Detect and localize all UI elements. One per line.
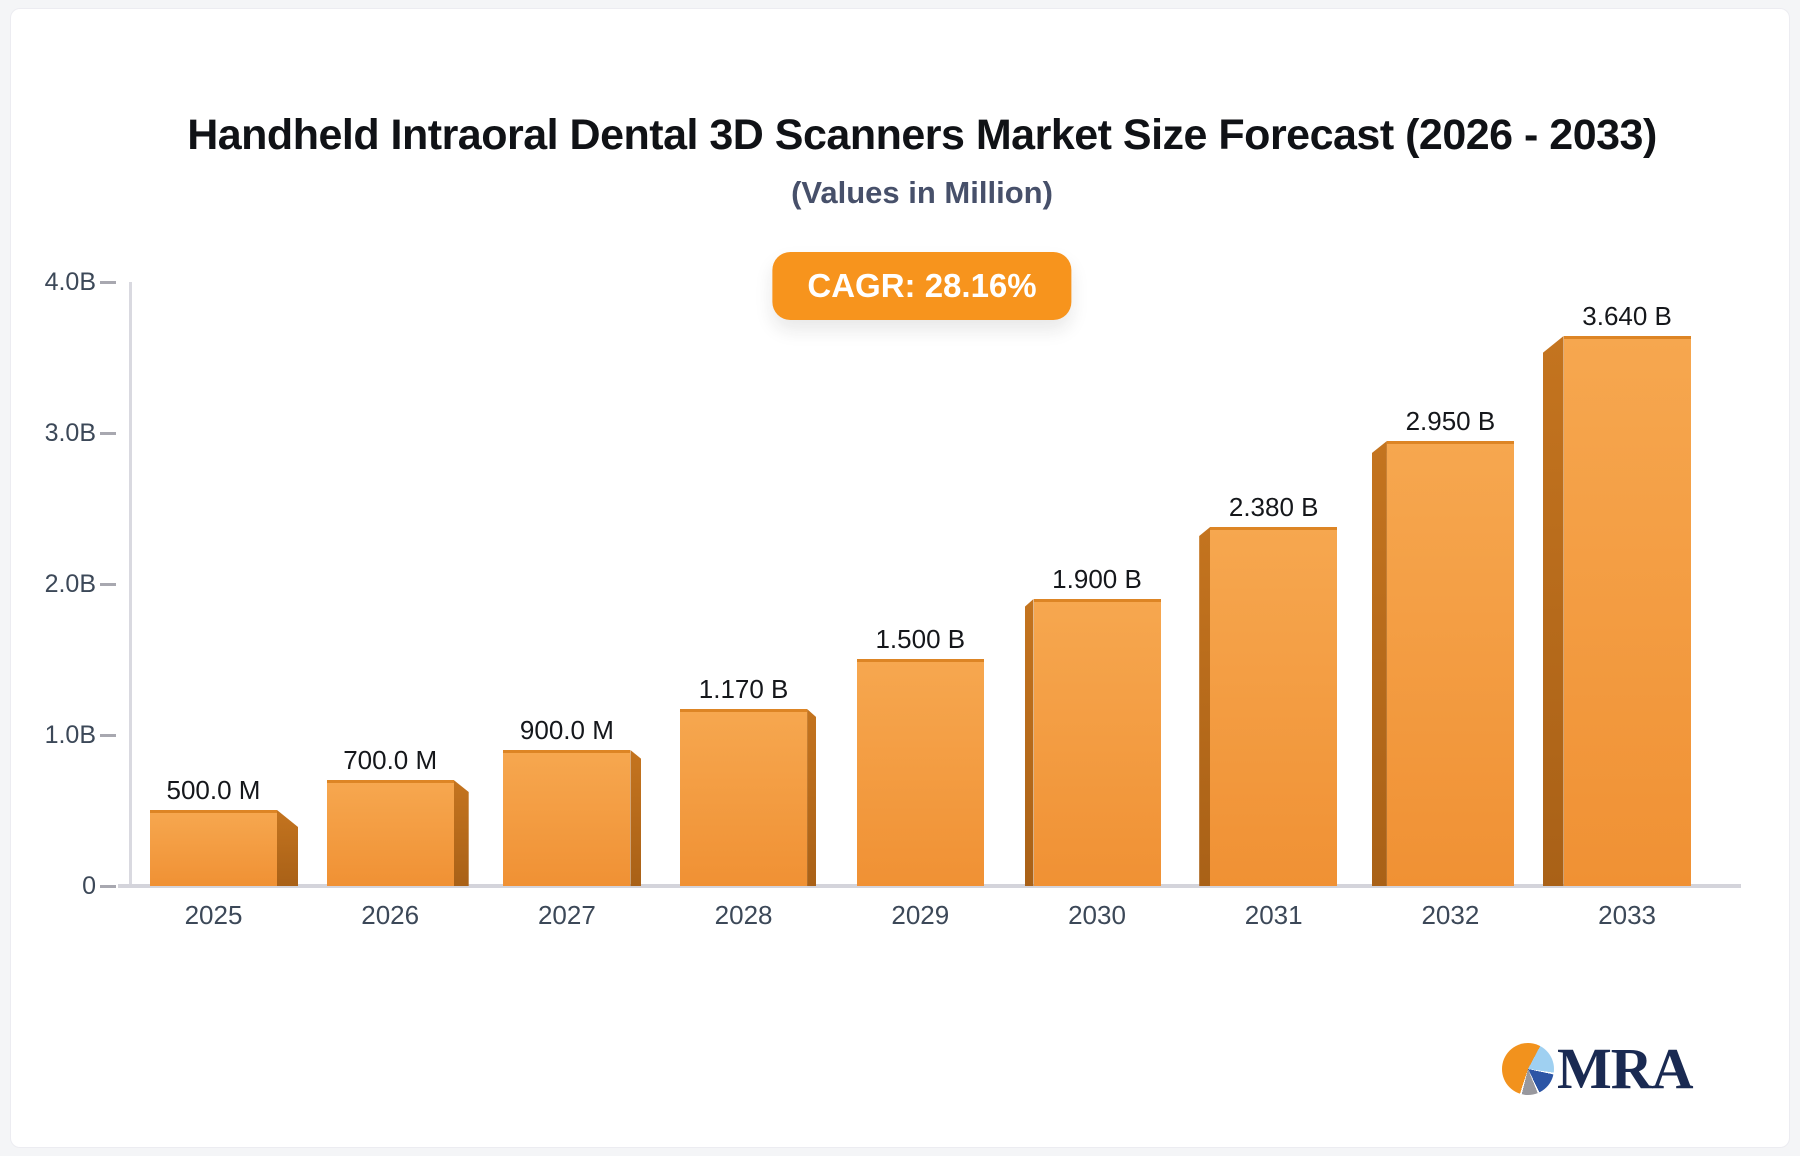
bar-side-face xyxy=(630,750,642,886)
y-axis-tick-mark xyxy=(100,733,116,737)
y-axis-tick-label: 1.0B xyxy=(44,721,96,749)
x-axis-year-label: 2027 xyxy=(537,900,596,930)
x-axis-year-label: 2025 xyxy=(184,900,243,930)
logo-text: MRA xyxy=(1557,1036,1694,1101)
y-axis-tick-label: 0 xyxy=(82,872,96,900)
y-axis-tick-label: 2.0B xyxy=(44,570,96,598)
x-axis-year-label: 2026 xyxy=(361,900,420,930)
bar xyxy=(1210,527,1338,886)
bar xyxy=(150,810,277,886)
bar xyxy=(856,659,984,886)
y-axis-tick-label: 4.0B xyxy=(44,268,96,296)
y-axis-line xyxy=(129,282,132,886)
x-axis-year-label: 2031 xyxy=(1244,900,1303,930)
bar-value-label: 1.170 B xyxy=(698,674,789,704)
bar-value-label: 2.950 B xyxy=(1405,406,1496,436)
x-axis-year-label: 2028 xyxy=(714,900,773,930)
x-axis-year-label: 2029 xyxy=(891,900,950,930)
bar xyxy=(503,750,631,886)
bar-side-face xyxy=(807,709,817,886)
bar-value-label: 900.0 M xyxy=(519,715,614,745)
y-axis-tick-label: 3.0B xyxy=(44,419,96,447)
bar xyxy=(326,780,454,886)
bar-side-face xyxy=(1199,527,1211,886)
y-axis-tick-mark xyxy=(100,884,116,888)
bar-side-face xyxy=(1024,599,1034,886)
chart-title: Handheld Intraoral Dental 3D Scanners Ma… xyxy=(187,111,1657,159)
bar-side-face xyxy=(277,810,298,886)
bar-value-label: 700.0 M xyxy=(343,745,438,775)
bar-side-face xyxy=(453,780,469,886)
bar xyxy=(1033,599,1161,886)
bar xyxy=(1563,336,1691,886)
bar-value-label: 500.0 M xyxy=(166,775,261,805)
bar-value-label: 1.900 B xyxy=(1052,564,1142,594)
x-axis-year-label: 2032 xyxy=(1421,900,1480,930)
x-axis-line xyxy=(118,884,1741,888)
y-axis-tick-mark xyxy=(100,280,116,284)
chart-subtitle: (Values in Million) xyxy=(791,175,1053,211)
x-axis-year-label: 2030 xyxy=(1068,900,1126,930)
bar xyxy=(1386,441,1514,886)
chart-header: Handheld Intraoral Dental 3D Scanners Ma… xyxy=(22,111,1800,211)
bar-value-label: 1.500 B xyxy=(875,624,966,654)
bar-side-face xyxy=(1542,336,1564,886)
y-axis-tick-mark xyxy=(100,431,116,435)
bar-value-label: 3.640 B xyxy=(1582,301,1672,331)
mra-logo: MRA xyxy=(1502,1036,1694,1101)
pie-chart-logo-icon xyxy=(1502,1043,1554,1095)
bar-side-face xyxy=(1371,441,1387,886)
bar-value-label: 2.380 B xyxy=(1228,492,1319,522)
bar xyxy=(680,709,808,886)
x-axis-year-label: 2033 xyxy=(1598,900,1657,930)
cagr-badge: CAGR: 28.16% xyxy=(772,252,1072,320)
y-axis-tick-mark xyxy=(100,582,116,586)
